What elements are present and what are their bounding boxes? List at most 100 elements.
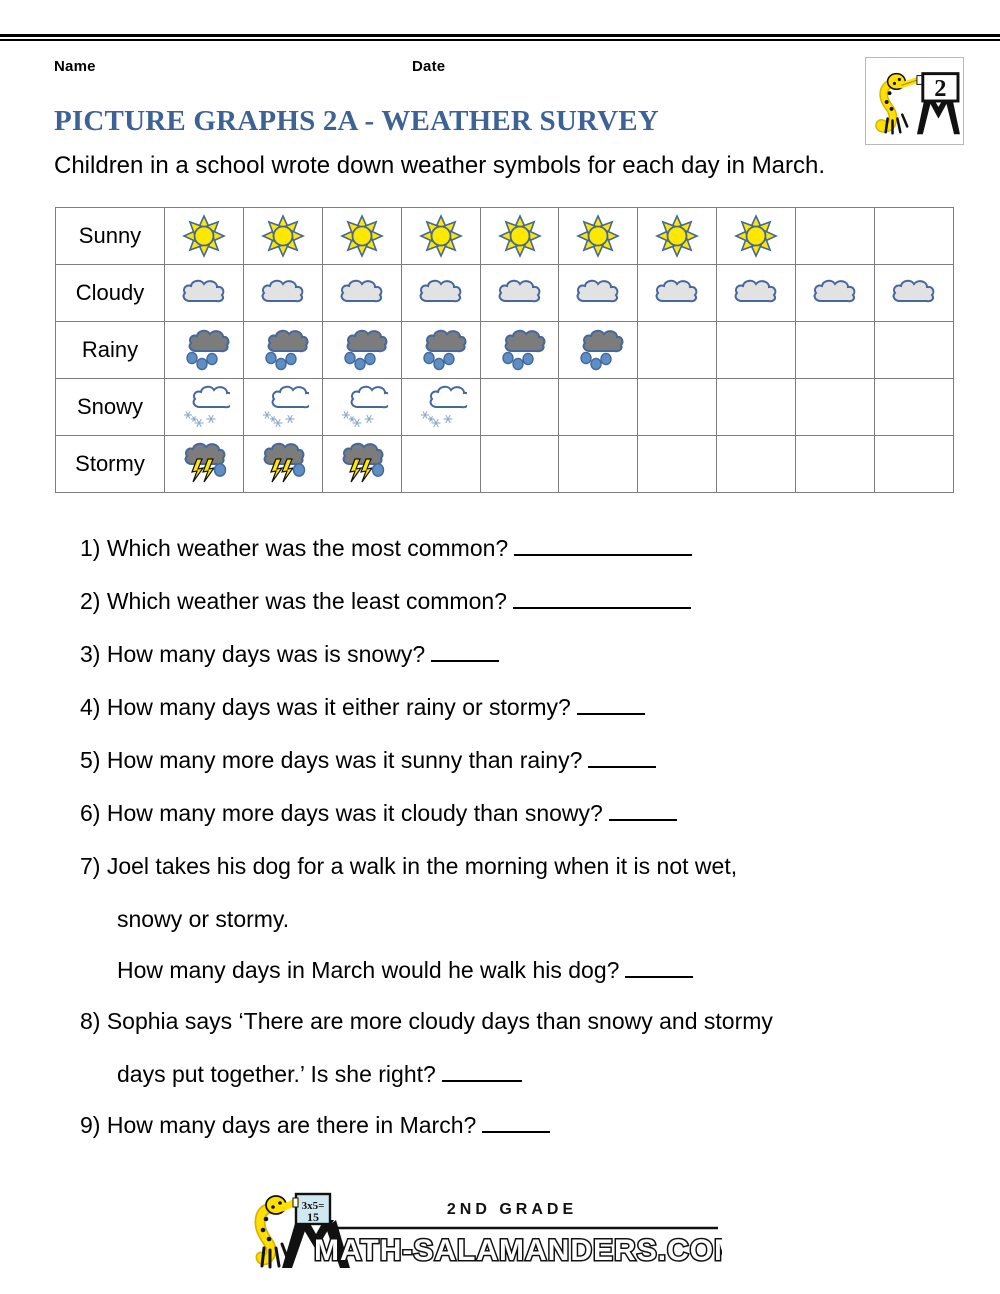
top-divider [0, 34, 1000, 44]
graph-cell-rain-cloud-icon [321, 321, 402, 379]
question-row: 5) How many more days was it sunny than … [80, 745, 960, 775]
questions-list: 1) Which weather was the most common? 2) … [80, 533, 960, 1163]
cloud-icon [734, 279, 777, 303]
page-subtitle: Children in a school wrote down weather … [54, 152, 826, 179]
question-text: 3) How many days was is snowy? [80, 641, 426, 667]
graph-cell-empty [716, 435, 797, 493]
question-text: 4) How many days was it either rainy or … [80, 694, 571, 720]
question-text: 1) Which weather was the most common? [80, 535, 509, 561]
cloud-icon [182, 279, 225, 303]
salamander-icon [875, 72, 923, 135]
answer-blank[interactable] [576, 695, 645, 715]
footer-site-text: MATH-SALAMANDERS.COM [314, 1234, 722, 1267]
site-footer-logo: 3x5= 15 2ND GRADE MATH-SALAMANDERS.COM [252, 1186, 722, 1272]
storm-cloud-icon [342, 442, 384, 483]
footer-salamander-icon [254, 1195, 300, 1269]
graph-cell-cloud-icon [716, 264, 797, 322]
graph-cell-snow-cloud-icon [400, 378, 481, 436]
graph-row-cloudy: Cloudy [55, 264, 954, 322]
grade-badge-logo: 2 [865, 57, 964, 145]
sun-icon [418, 214, 463, 258]
graph-cell-sun-icon [479, 207, 560, 265]
graph-cell-cloud-icon [795, 264, 876, 322]
row-label-cloudy: Cloudy [55, 264, 165, 322]
graph-cell-empty [716, 321, 797, 379]
page-title: PICTURE GRAPHS 2A - WEATHER SURVEY [54, 105, 659, 137]
graph-cell-sun-icon [637, 207, 718, 265]
cloud-icon [577, 279, 619, 303]
graph-cell-empty [479, 378, 560, 436]
snow-cloud-icon [420, 385, 467, 428]
answer-blank[interactable] [514, 536, 693, 556]
cloud-icon [498, 279, 540, 303]
question-row: 3) How many days was is snowy? [80, 639, 960, 669]
snow-cloud-icon [341, 385, 388, 428]
question-row: snowy or stormy. [80, 904, 960, 934]
cloud-icon [261, 279, 304, 303]
top-divider-thick [0, 34, 1000, 37]
question-text: How many days in March would he walk his… [117, 957, 620, 983]
graph-cell-cloud-icon [400, 264, 481, 322]
graph-cell-empty [874, 207, 954, 265]
question-text: 2) Which weather was the least common? [80, 588, 507, 614]
graph-cell-empty [874, 378, 954, 436]
graph-cell-snow-cloud-icon [242, 378, 323, 436]
rain-cloud-icon [580, 329, 624, 371]
graph-cell-cloud-icon [164, 264, 244, 322]
rain-cloud-icon [186, 329, 230, 371]
graph-cell-empty [400, 435, 481, 493]
graph-cell-sun-icon [716, 207, 797, 265]
question-row: How many days in March would he walk his… [80, 955, 960, 985]
graph-cell-empty [558, 378, 639, 436]
sun-icon [182, 214, 226, 258]
graph-cell-snow-cloud-icon [321, 378, 402, 436]
question-row: 9) How many days are there in March? [80, 1110, 960, 1140]
graph-cell-sun-icon [558, 207, 639, 265]
graph-cell-empty [716, 378, 797, 436]
graph-cell-storm-cloud-icon [321, 435, 402, 493]
question-row: 7) Joel takes his dog for a walk in the … [80, 851, 960, 881]
answer-blank[interactable] [482, 1113, 551, 1133]
graph-cell-empty [795, 378, 876, 436]
sun-icon [655, 214, 700, 258]
question-text: snowy or stormy. [117, 906, 290, 932]
graph-cell-rain-cloud-icon [242, 321, 323, 379]
answer-blank[interactable] [608, 801, 677, 821]
graph-cell-cloud-icon [479, 264, 560, 322]
graph-cell-empty [479, 435, 560, 493]
question-text: 5) How many more days was it sunny than … [80, 747, 583, 773]
name-label: Name [54, 58, 96, 75]
question-row: 4) How many days was it either rainy or … [80, 692, 960, 722]
snow-cloud-icon [262, 385, 309, 428]
question-text: 8) Sophia says ‘There are more cloudy da… [80, 1008, 773, 1034]
board-rect [921, 72, 960, 103]
answer-blank[interactable] [441, 1062, 522, 1082]
easel-icon [916, 97, 960, 135]
footer-board-text-bottom: 15 [307, 1210, 319, 1224]
picture-graph-body: Sunny [55, 207, 954, 493]
graph-cell-rain-cloud-icon [164, 321, 244, 379]
footer-board-rect [294, 1192, 332, 1226]
graph-row-stormy: Stormy [55, 435, 954, 493]
graph-cell-empty [637, 321, 718, 379]
answer-blank[interactable] [625, 958, 694, 978]
rain-cloud-icon [422, 329, 466, 371]
question-text: days put together.’ Is she right? [117, 1061, 436, 1087]
storm-cloud-icon [263, 442, 306, 483]
graph-cell-empty [874, 321, 954, 379]
answer-blank[interactable] [512, 589, 691, 609]
answer-blank[interactable] [588, 748, 657, 768]
cloud-icon [813, 279, 856, 303]
rain-cloud-icon [344, 329, 388, 371]
board-number: 2 [934, 75, 946, 102]
question-row: 6) How many more days was it cloudy than… [80, 798, 960, 828]
graph-cell-storm-cloud-icon [164, 435, 244, 493]
cloud-icon [340, 279, 383, 303]
graph-cell-rain-cloud-icon [400, 321, 481, 379]
cloud-icon [892, 279, 935, 303]
graph-row-rainy: Rainy [55, 321, 954, 379]
cloud-icon [655, 279, 698, 303]
sun-icon [260, 214, 305, 258]
answer-blank[interactable] [431, 642, 500, 662]
question-text: 6) How many more days was it cloudy than… [80, 800, 603, 826]
